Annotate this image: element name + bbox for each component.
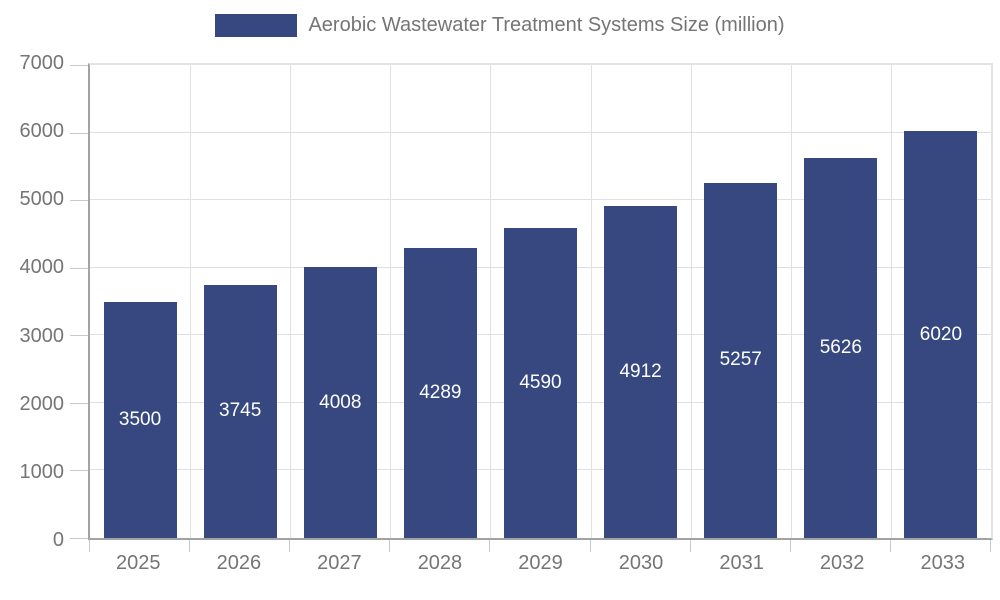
y-tick-label: 0 <box>52 529 64 551</box>
bar-value-label: 6020 <box>919 323 963 345</box>
bar-value-label: 5257 <box>719 349 762 371</box>
bar-2033: 6020 <box>904 131 978 538</box>
x-tick-label: 2029 <box>518 552 563 574</box>
legend-item[interactable]: Aerobic Wastewater Treatment Systems Siz… <box>0 14 1000 37</box>
y-tick-label: 2000 <box>19 392 65 415</box>
bar-value-label: 4289 <box>419 382 462 404</box>
y-tick-mark <box>70 335 88 337</box>
y-tick-label: 7000 <box>19 52 65 74</box>
bar-value-label: 4590 <box>519 371 562 393</box>
x-tick-mark <box>889 540 891 552</box>
y-tick-label: 3000 <box>19 324 65 347</box>
y-tick-mark <box>70 200 88 202</box>
bar-2028: 4289 <box>403 248 477 538</box>
x-tick-mark <box>189 540 191 552</box>
gridline-vertical <box>890 65 892 538</box>
y-tick-mark <box>70 65 88 66</box>
bar-value-label: 4008 <box>319 391 362 413</box>
x-tick-mark <box>389 540 391 552</box>
x-tick-label: 2033 <box>920 552 965 574</box>
gridline-horizontal <box>90 131 991 133</box>
bar-2029: 4590 <box>504 227 577 538</box>
x-tick-mark <box>289 540 291 552</box>
y-tick-mark <box>70 402 88 404</box>
bar-value-label: 4912 <box>619 361 662 383</box>
bar-2027: 4008 <box>303 267 377 538</box>
y-tick-mark <box>70 470 88 472</box>
bar-2025: 3500 <box>103 301 177 538</box>
x-tick-mark <box>990 540 991 552</box>
bar-value-label: 5626 <box>819 336 862 358</box>
y-tick-mark <box>70 538 88 539</box>
x-tick-label: 2025 <box>116 552 161 574</box>
x-tick-label: 2032 <box>819 552 865 574</box>
x-tick-label: 2031 <box>719 552 764 574</box>
y-tick-label: 4000 <box>19 256 65 279</box>
x-tick-label: 2027 <box>317 552 362 574</box>
x-tick-mark <box>789 540 791 552</box>
x-tick-mark <box>589 540 591 552</box>
gridline-vertical <box>290 65 292 538</box>
y-axis-labels: 0 1000 2000 3000 4000 5000 6000 7000 <box>0 52 65 551</box>
x-axis-labels: 2025 2026 2027 2028 2029 2030 2031 2032 2033 <box>88 552 993 582</box>
gridline-vertical <box>590 65 592 538</box>
legend-swatch <box>215 14 298 37</box>
gridline-horizontal <box>90 199 991 201</box>
y-tick-label: 1000 <box>19 460 65 483</box>
bar-2030: 4912 <box>604 206 678 538</box>
y-tick-label: 5000 <box>19 188 65 211</box>
gridline-vertical <box>190 65 192 538</box>
y-tick-mark <box>70 132 88 134</box>
y-tick-label: 6000 <box>19 120 65 143</box>
x-tick-label: 2028 <box>417 552 463 574</box>
x-tick-mark <box>689 540 691 552</box>
bar-value-label: 3500 <box>118 408 162 430</box>
x-tick-label: 2026 <box>216 552 262 574</box>
legend-label: Aerobic Wastewater Treatment Systems Siz… <box>308 14 785 36</box>
gridline-vertical <box>390 65 392 538</box>
gridline-vertical <box>490 65 492 538</box>
bar-value-label: 3745 <box>219 400 262 422</box>
plot-area: 3500 3745 4008 4289 4590 4912 5257 5626 6020 <box>70 63 993 552</box>
x-tick-label: 2030 <box>618 552 664 574</box>
bar-2032: 5626 <box>804 157 878 538</box>
x-tick-mark <box>89 540 90 552</box>
x-tick-mark <box>489 540 491 552</box>
bar-2031: 5257 <box>704 182 778 538</box>
gridline-vertical <box>690 65 692 538</box>
gridline-vertical <box>790 65 792 538</box>
bar-2026: 3745 <box>203 284 277 538</box>
y-tick-mark <box>70 267 88 269</box>
